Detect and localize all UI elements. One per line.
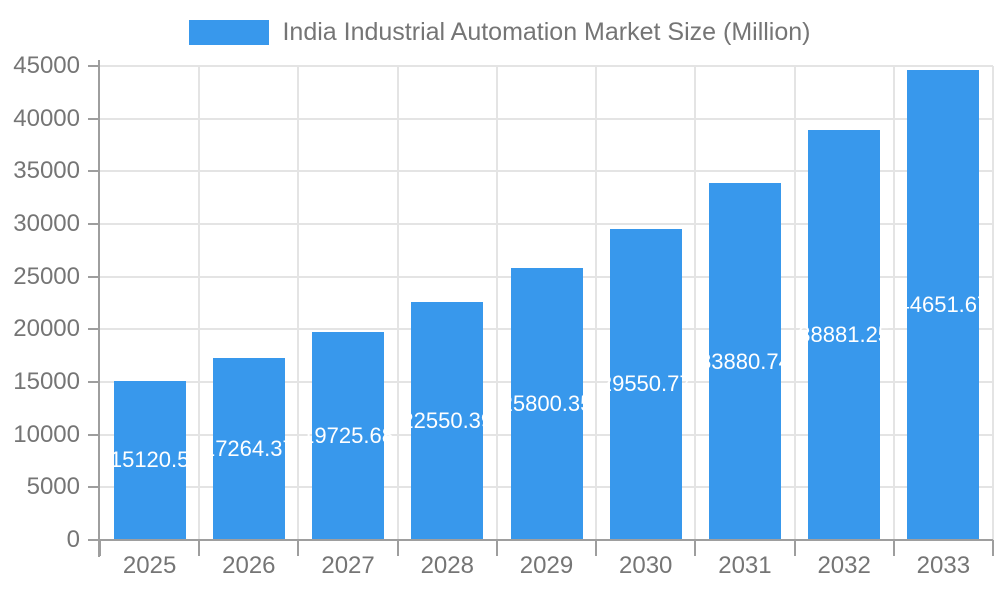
v-gridline bbox=[793, 66, 796, 540]
v-gridline bbox=[198, 66, 201, 540]
x-axis-tick bbox=[396, 540, 399, 556]
h-gridline bbox=[100, 223, 993, 225]
bar-value-label: 22550.39 bbox=[401, 408, 494, 434]
y-axis-tick bbox=[88, 486, 98, 489]
bar[interactable]: 25800.35 bbox=[501, 268, 592, 540]
chart-legend[interactable]: India Industrial Automation Market Size … bbox=[0, 18, 1000, 46]
y-tick-label: 10000 bbox=[13, 420, 80, 448]
bar[interactable]: 44651.67 bbox=[898, 69, 989, 540]
x-axis-tick bbox=[793, 540, 796, 556]
bar[interactable]: 38881.25 bbox=[798, 130, 890, 540]
y-axis-tick bbox=[88, 223, 98, 225]
bar[interactable]: 22550.39 bbox=[401, 302, 493, 540]
x-tick-label: 2027 bbox=[321, 552, 375, 579]
bar-value-label: 19725.68 bbox=[302, 423, 394, 449]
bar[interactable]: 29550.77 bbox=[600, 228, 692, 540]
x-axis-tick bbox=[892, 540, 895, 556]
bar[interactable]: 33880.74 bbox=[699, 183, 791, 540]
bar-value-label: 17264.37 bbox=[202, 436, 295, 462]
y-axis-tick bbox=[88, 328, 98, 331]
x-tick-label: 2029 bbox=[519, 552, 574, 579]
x-axis-line bbox=[88, 539, 993, 541]
x-tick-label: 2026 bbox=[222, 552, 276, 579]
x-tick-label: 2033 bbox=[916, 552, 971, 579]
v-gridline bbox=[495, 66, 498, 540]
v-gridline bbox=[992, 66, 994, 540]
bar[interactable]: 17264.37 bbox=[203, 358, 295, 540]
y-axis-tick bbox=[88, 275, 98, 278]
v-gridline bbox=[297, 66, 300, 540]
bar-value-label: 15120.5 bbox=[109, 447, 190, 473]
x-tick-label: 2032 bbox=[817, 552, 871, 579]
y-axis-tick bbox=[88, 65, 98, 67]
bar-value-label: 29550.77 bbox=[599, 371, 692, 397]
y-tick-label: 45000 bbox=[13, 52, 80, 79]
x-axis-tick bbox=[495, 540, 498, 556]
y-tick-label: 30000 bbox=[13, 210, 80, 237]
bar-value-label: 33880.74 bbox=[699, 348, 791, 374]
x-tick-label: 2030 bbox=[619, 552, 673, 579]
h-gridline bbox=[100, 170, 993, 173]
v-gridline bbox=[396, 66, 399, 540]
y-tick-label: 35000 bbox=[13, 157, 80, 185]
y-axis-tick bbox=[88, 539, 98, 541]
y-axis-tick bbox=[88, 381, 98, 383]
y-tick-label: 20000 bbox=[13, 315, 80, 343]
x-axis-tick bbox=[99, 540, 101, 556]
h-gridline bbox=[100, 117, 993, 120]
v-gridline bbox=[892, 66, 895, 540]
bar-value-label: 25800.35 bbox=[500, 391, 593, 417]
x-tick-label: 2025 bbox=[122, 552, 177, 579]
h-gridline bbox=[100, 65, 993, 67]
y-axis-line bbox=[98, 60, 100, 557]
x-axis-tick bbox=[595, 540, 598, 556]
bar-value-label: 44651.67 bbox=[897, 291, 990, 317]
x-axis-tick bbox=[694, 540, 697, 556]
v-gridline bbox=[595, 66, 598, 540]
x-tick-label: 2028 bbox=[420, 552, 474, 579]
x-axis-tick bbox=[297, 540, 300, 556]
legend-swatch bbox=[189, 19, 270, 45]
bar[interactable]: 15120.5 bbox=[110, 380, 189, 540]
x-tick-label: 2031 bbox=[718, 552, 772, 579]
y-tick-label: 40000 bbox=[13, 104, 80, 132]
v-gridline bbox=[694, 66, 697, 540]
y-tick-label: 5000 bbox=[26, 473, 80, 501]
y-tick-label: 0 bbox=[66, 526, 80, 553]
legend-title: India Industrial Automation Market Size … bbox=[282, 17, 811, 46]
bar-value-label: 38881.25 bbox=[798, 322, 891, 348]
y-axis-tick bbox=[88, 170, 98, 173]
y-axis-tick bbox=[88, 433, 98, 436]
y-tick-label: 25000 bbox=[13, 262, 80, 290]
y-tick-label: 15000 bbox=[13, 368, 80, 395]
x-axis-tick bbox=[992, 540, 994, 556]
x-axis-tick bbox=[198, 540, 201, 556]
y-axis-tick bbox=[88, 117, 98, 120]
bar[interactable]: 19725.68 bbox=[302, 332, 394, 540]
